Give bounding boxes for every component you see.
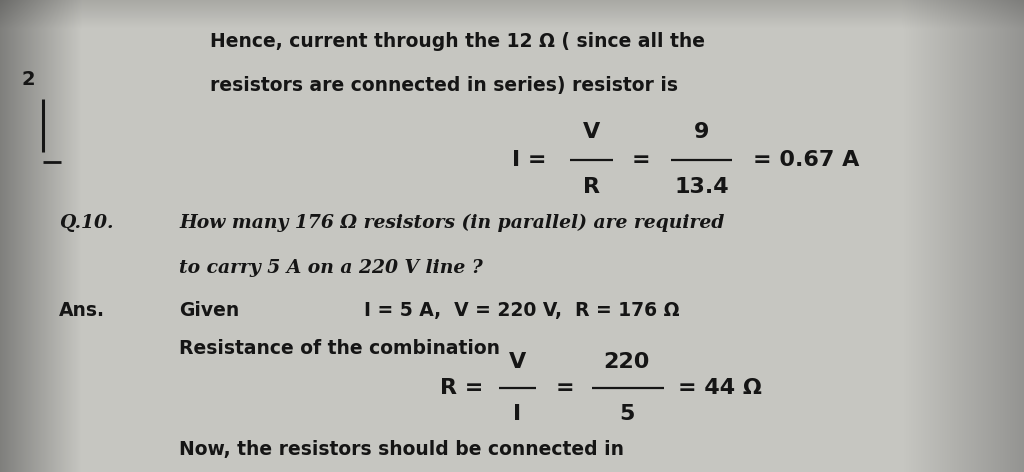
Text: Ans.: Ans.	[59, 301, 105, 320]
Text: 9: 9	[693, 122, 710, 143]
Text: Q.10.: Q.10.	[59, 214, 114, 232]
Text: 220: 220	[603, 353, 650, 372]
Text: = 44 Ω: = 44 Ω	[678, 378, 762, 398]
Text: I = 5 A,  V = 220 V,  R = 176 Ω: I = 5 A, V = 220 V, R = 176 Ω	[364, 301, 679, 320]
Text: = 0.67 A: = 0.67 A	[753, 150, 859, 170]
Text: 2: 2	[22, 70, 36, 89]
Text: I =: I =	[512, 150, 547, 170]
Text: Resistance of the combination: Resistance of the combination	[179, 339, 500, 358]
Text: Hence, current through the 12 Ω ( since all the: Hence, current through the 12 Ω ( since …	[210, 33, 705, 51]
Text: 13.4: 13.4	[674, 177, 729, 197]
Text: I: I	[513, 404, 521, 424]
Text: resistors are connected in series) resistor is: resistors are connected in series) resis…	[210, 76, 678, 95]
Text: to carry 5 A on a 220 V line ?: to carry 5 A on a 220 V line ?	[179, 259, 483, 278]
Text: V: V	[584, 122, 600, 143]
Text: =: =	[632, 150, 650, 170]
Text: R =: R =	[440, 378, 483, 398]
Text: R: R	[584, 177, 600, 197]
Text: Now, the resistors should be connected in: Now, the resistors should be connected i…	[179, 439, 625, 459]
Text: How many 176 Ω resistors (in parallel) are required: How many 176 Ω resistors (in parallel) a…	[179, 213, 725, 232]
Text: Given: Given	[179, 301, 240, 320]
Text: V: V	[509, 353, 525, 372]
Text: =: =	[556, 378, 574, 398]
Text: 5: 5	[618, 404, 635, 424]
